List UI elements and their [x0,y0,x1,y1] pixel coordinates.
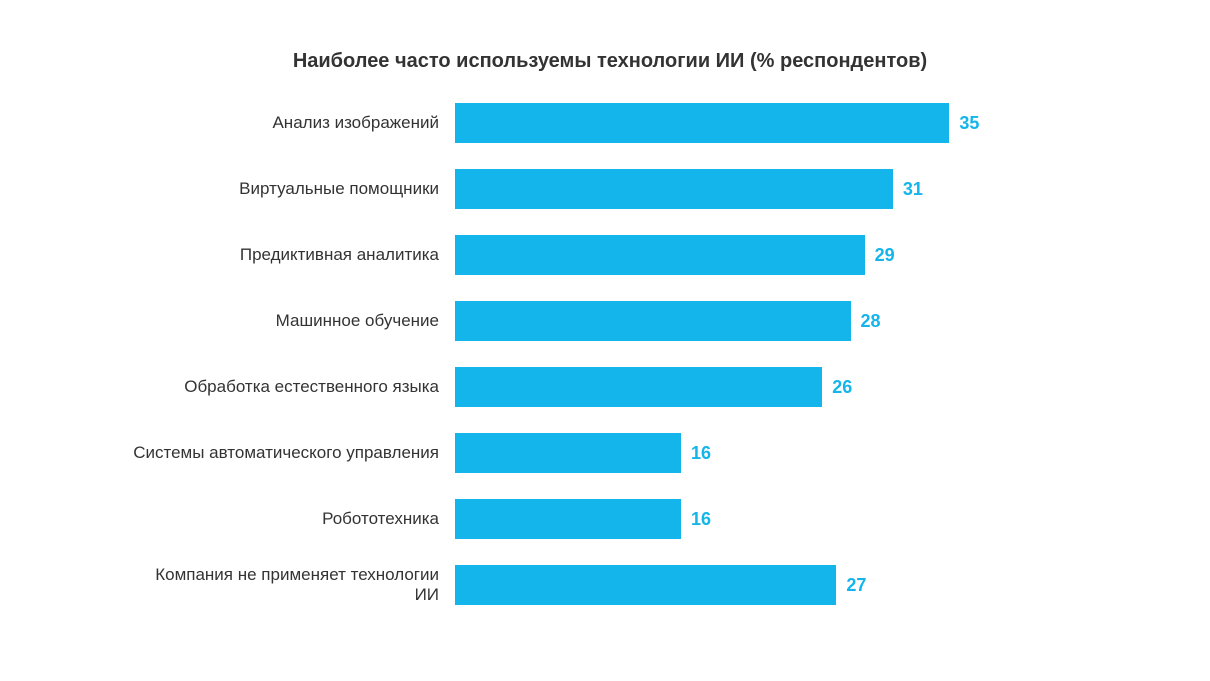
chart-row: Системы автоматического управления 16 [130,433,1090,473]
bar-label: Виртуальные помощники [130,179,455,199]
bar-label: Обработка естественного языка [130,377,455,397]
chart-row: Машинное обучение 28 [130,301,1090,341]
bar-label: Системы автоматического управления [130,443,455,463]
bar-label: Робототехника [130,509,455,529]
bar-value: 28 [861,311,881,332]
bar-area: 16 [455,433,1090,473]
bar [455,499,681,539]
bar-value: 31 [903,179,923,200]
chart-row: Компания не применяет технологии ИИ 27 [130,565,1090,605]
bar-value: 29 [875,245,895,266]
bar-area: 27 [455,565,1090,605]
bar [455,103,949,143]
bar [455,367,822,407]
bar [455,565,836,605]
bar-area: 29 [455,235,1090,275]
bar-label: Анализ изображений [130,113,455,133]
bar-label: Компания не применяет технологии ИИ [130,565,455,605]
bar [455,301,851,341]
bar [455,169,893,209]
chart-row: Виртуальные помощники 31 [130,169,1090,209]
bar-area: 28 [455,301,1090,341]
bar [455,235,865,275]
bar [455,433,681,473]
bar-area: 26 [455,367,1090,407]
chart-title: Наиболее часто используемы технологии ИИ… [130,50,1090,73]
bar-value: 35 [959,113,979,134]
bar-area: 16 [455,499,1090,539]
chart-row: Обработка естественного языка 26 [130,367,1090,407]
bar-chart: Наиболее часто используемы технологии ИИ… [130,50,1090,631]
chart-row: Предиктивная аналитика 29 [130,235,1090,275]
bar-area: 35 [455,103,1090,143]
bar-value: 16 [691,509,711,530]
bar-value: 26 [832,377,852,398]
chart-row: Робототехника 16 [130,499,1090,539]
chart-row: Анализ изображений 35 [130,103,1090,143]
bar-label: Машинное обучение [130,311,455,331]
bar-area: 31 [455,169,1090,209]
bar-label: Предиктивная аналитика [130,245,455,265]
bar-value: 16 [691,443,711,464]
bar-value: 27 [846,575,866,596]
